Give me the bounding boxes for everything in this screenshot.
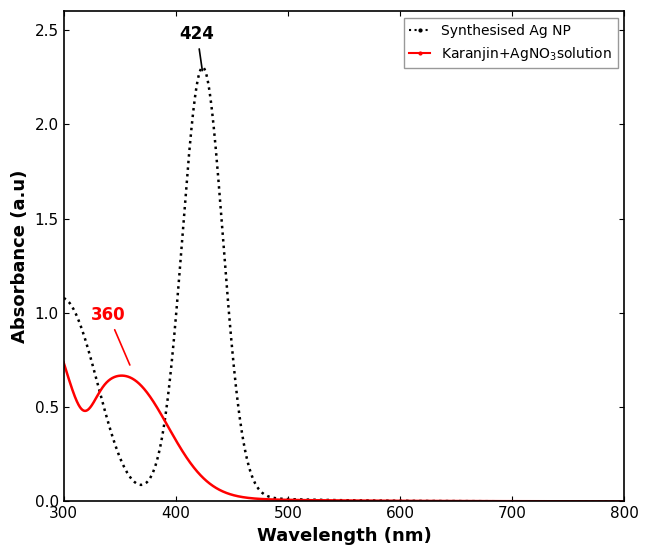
Synthesised Ag NP — [604, 498, 612, 505]
Legend: Synthesised Ag NP, Karanjin+AgNO$_3$solution: Synthesised Ag NP, Karanjin+AgNO$_3$solu… — [404, 18, 618, 68]
Y-axis label: Absorbance (a.u): Absorbance (a.u) — [11, 170, 29, 343]
Karanjin+AgNO₃solution — [501, 498, 509, 504]
Karanjin+AgNO₃solution — [604, 498, 612, 505]
Synthesised Ag NP — [621, 498, 629, 505]
Karanjin+AgNO₃solution — [88, 401, 96, 408]
Karanjin+AgNO₃solution — [621, 498, 629, 505]
Synthesised Ag NP — [88, 360, 96, 367]
Synthesised Ag NP — [318, 497, 326, 503]
Karanjin+AgNO₃solution — [60, 359, 68, 366]
Synthesised Ag NP — [199, 64, 207, 71]
Line: Synthesised Ag NP: Synthesised Ag NP — [64, 67, 625, 502]
Text: 424: 424 — [179, 26, 214, 71]
Text: 360: 360 — [91, 306, 130, 365]
Synthesised Ag NP — [333, 497, 341, 503]
Karanjin+AgNO₃solution — [318, 497, 326, 504]
Synthesised Ag NP — [604, 498, 612, 505]
Synthesised Ag NP — [502, 498, 510, 505]
X-axis label: Wavelength (nm): Wavelength (nm) — [257, 527, 432, 545]
Karanjin+AgNO₃solution — [604, 498, 612, 505]
Synthesised Ag NP — [60, 295, 68, 301]
Karanjin+AgNO₃solution — [332, 497, 340, 504]
Line: Karanjin+AgNO₃solution: Karanjin+AgNO₃solution — [64, 363, 625, 502]
